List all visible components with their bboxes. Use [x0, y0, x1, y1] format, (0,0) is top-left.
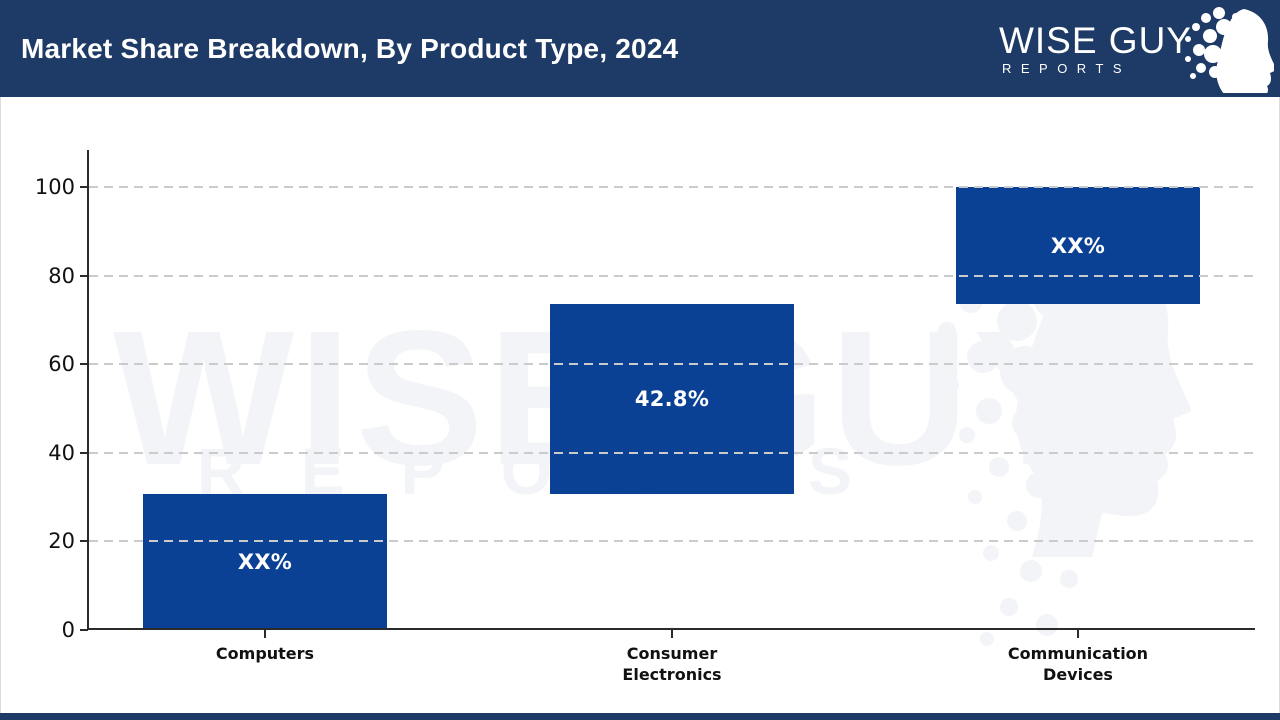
y-tick-label: 60: [48, 352, 75, 377]
y-tick-mark: [80, 363, 88, 366]
footer-bar: [0, 713, 1280, 720]
chart-area: WISE GUY REPORTS 020406080100XX%Computer…: [1, 97, 1279, 713]
y-tick-label: 80: [48, 263, 75, 288]
x-tick-mark: [671, 630, 673, 638]
x-axis-label-communication-devices: Communication Devices: [1007, 644, 1149, 684]
brand-logo: WISE GUY REPORTS: [999, 5, 1274, 93]
gridline: [89, 540, 1255, 543]
y-tick-mark: [80, 451, 88, 454]
y-axis-line: [87, 150, 89, 629]
bar-value-label: XX%: [1050, 233, 1106, 258]
x-tick-mark: [264, 630, 266, 638]
header-bar: Market Share Breakdown, By Product Type,…: [0, 0, 1280, 97]
plot-area: 0 20 40 60 80 100 XX% Computers 42.8% Consumer El…: [35, 175, 1255, 684]
y-tick-mark: [80, 186, 88, 188]
gridline: [89, 363, 1255, 366]
brand-face-icon: [1185, 6, 1274, 93]
y-tick-label: 100: [34, 175, 75, 199]
y-tick-mark: [80, 274, 88, 277]
y-tick-label: 40: [48, 440, 75, 465]
x-tick-mark: [1077, 630, 1079, 638]
gridline: [89, 186, 1255, 188]
brand-name: WISE GUY: [998, 19, 1192, 61]
y-tick-mark: [80, 540, 88, 543]
page-title: Market Share Breakdown, By Product Type,…: [21, 32, 679, 64]
bar-computers: XX%: [143, 494, 387, 630]
y-tick-label: 0: [61, 618, 75, 642]
brand-text: WISE GUY REPORTS: [998, 19, 1192, 76]
y-tick-mark: [80, 629, 88, 631]
gridline: [89, 451, 1255, 454]
y-tick-label: 20: [48, 529, 75, 554]
gridline: [89, 274, 1255, 277]
bar-communication-devices: XX%: [956, 187, 1200, 305]
x-axis-label-consumer-electronics: Consumer Electronics: [622, 644, 722, 684]
bar-consumer-electronics: 42.8%: [550, 304, 794, 494]
x-axis-label-computers: Computers: [215, 644, 315, 663]
x-axis-line: [87, 628, 1255, 630]
brand-subtitle: REPORTS: [1001, 60, 1132, 76]
bar-value-label: XX%: [237, 550, 293, 574]
bar-value-label: 42.8%: [634, 387, 710, 412]
